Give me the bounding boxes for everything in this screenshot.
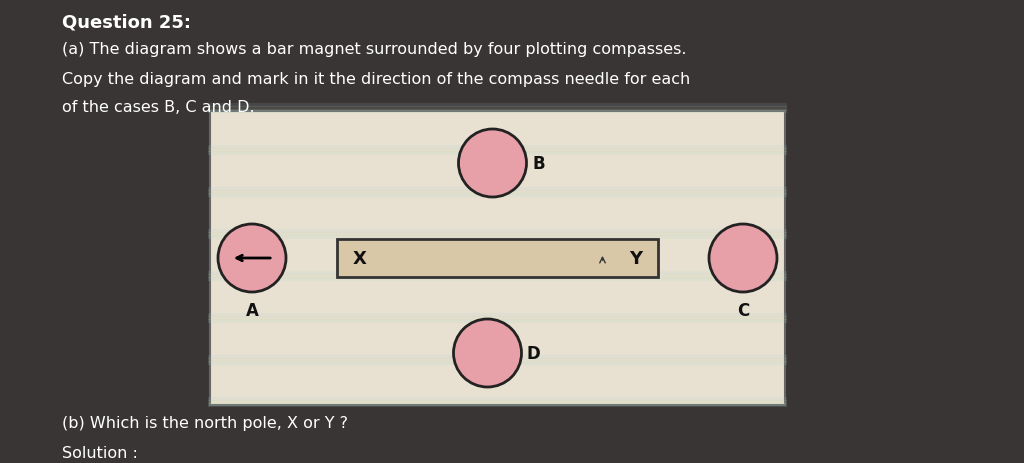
Text: B: B xyxy=(532,155,545,173)
Text: Y: Y xyxy=(630,250,642,268)
Text: (b) Which is the north pole, X or Y ?: (b) Which is the north pole, X or Y ? xyxy=(62,415,348,430)
Circle shape xyxy=(218,225,286,292)
Bar xyxy=(210,112,785,405)
Text: D: D xyxy=(526,344,541,362)
Circle shape xyxy=(454,319,521,387)
Text: Solution :: Solution : xyxy=(62,445,138,460)
Text: of the cases B, C and D.: of the cases B, C and D. xyxy=(62,100,255,115)
Text: C: C xyxy=(737,301,750,319)
Text: A: A xyxy=(246,301,258,319)
Bar xyxy=(338,239,657,277)
Text: Question 25:: Question 25: xyxy=(62,14,191,32)
Text: X: X xyxy=(352,250,367,268)
Circle shape xyxy=(459,130,526,198)
Text: Copy the diagram and mark in it the direction of the compass needle for each: Copy the diagram and mark in it the dire… xyxy=(62,72,690,87)
Text: (a) The diagram shows a bar magnet surrounded by four plotting compasses.: (a) The diagram shows a bar magnet surro… xyxy=(62,42,686,57)
Circle shape xyxy=(709,225,777,292)
